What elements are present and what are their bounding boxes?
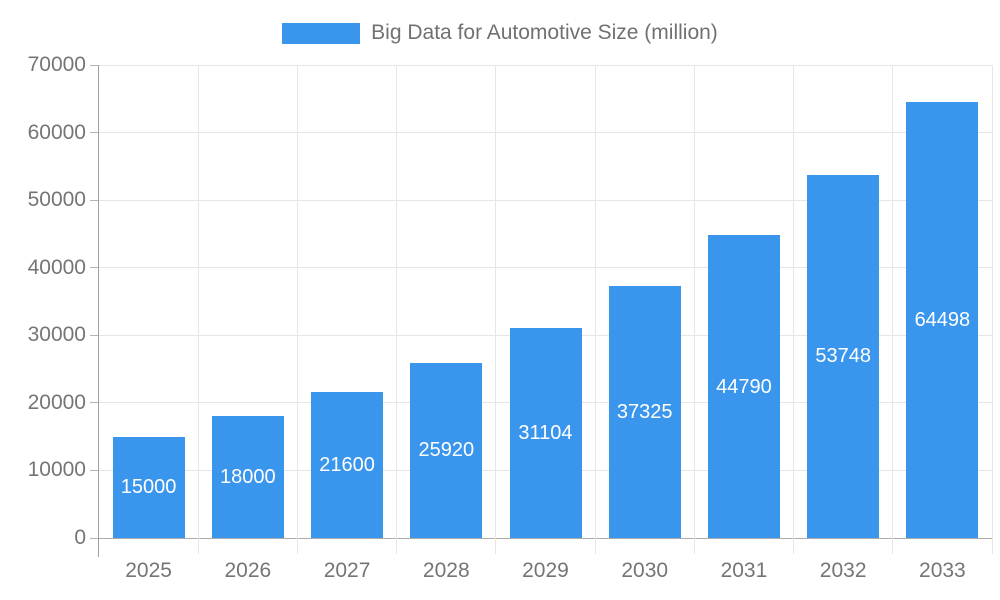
gridline-vertical — [693, 65, 695, 554]
y-axis-tick-mark — [90, 469, 99, 471]
y-axis-tick-mark — [90, 199, 99, 201]
bar-value-label: 21600 — [319, 454, 375, 477]
gridline-horizontal — [99, 199, 992, 201]
bar[interactable] — [707, 235, 780, 538]
x-axis-tick-label: 2028 — [422, 559, 470, 582]
bar-value-label: 31104 — [518, 421, 573, 444]
x-axis-tick-label: 2032 — [819, 559, 867, 582]
y-axis-tick-mark — [90, 64, 99, 66]
gridline-horizontal — [99, 132, 992, 134]
x-axis-tick-label: 2030 — [621, 559, 669, 582]
y-axis-tick-mark — [90, 334, 99, 336]
x-axis-tick-label: 2026 — [224, 559, 272, 582]
y-axis-tick-label: 70000 — [27, 53, 86, 76]
bar[interactable] — [211, 416, 284, 538]
bar-value-label: 64498 — [914, 309, 971, 332]
x-axis-tick-label: 2025 — [125, 559, 172, 582]
y-axis-tick-mark — [90, 267, 99, 269]
legend-swatch — [282, 22, 361, 44]
bar[interactable] — [807, 174, 880, 538]
bar[interactable] — [311, 392, 384, 538]
bar-value-label: 37325 — [616, 400, 673, 423]
gridline-vertical — [892, 65, 894, 554]
gridline-vertical — [296, 65, 298, 554]
x-axis-tick-label: 2033 — [919, 559, 966, 582]
bar[interactable] — [410, 362, 483, 538]
gridline-horizontal — [99, 64, 992, 66]
bar[interactable] — [112, 436, 185, 538]
y-axis-line — [98, 65, 99, 557]
y-axis-tick-label: 20000 — [27, 390, 86, 414]
bar-value-label: 53748 — [815, 345, 871, 368]
bar[interactable] — [906, 102, 979, 538]
y-axis-tick-label: 40000 — [27, 255, 86, 279]
legend: Big Data for Automotive Size (million) — [0, 18, 1000, 48]
y-axis-tick-label: 50000 — [27, 188, 86, 212]
y-axis-tick-mark — [90, 537, 99, 539]
bar-value-label: 25920 — [418, 439, 475, 462]
gridline-horizontal — [99, 537, 992, 539]
y-axis-tick-label: 0 — [74, 526, 86, 549]
bar[interactable] — [608, 285, 681, 538]
gridline-vertical — [594, 65, 596, 554]
x-axis-tick-label: 2029 — [522, 559, 569, 582]
gridline-vertical — [991, 65, 993, 554]
gridline-horizontal — [99, 267, 992, 269]
x-axis-tick-label: 2031 — [720, 559, 768, 582]
gridline-vertical — [495, 65, 497, 554]
x-axis-tick-label: 2027 — [323, 559, 371, 582]
y-axis-tick-label: 30000 — [27, 323, 86, 347]
y-axis-tick-label: 60000 — [27, 120, 86, 144]
bar-value-label: 18000 — [220, 466, 276, 489]
gridline-vertical — [396, 65, 398, 554]
gridline-vertical — [793, 65, 795, 554]
gridline-vertical — [197, 65, 199, 554]
y-axis-tick-mark — [90, 132, 99, 134]
chart-title: Big Data for Automotive Size (million) — [371, 21, 718, 44]
y-axis-tick-label: 10000 — [27, 458, 86, 482]
bar-value-label: 15000 — [120, 476, 177, 499]
bar-value-label: 44790 — [716, 375, 772, 398]
y-axis-tick-mark — [90, 402, 99, 404]
bar[interactable] — [509, 327, 582, 538]
